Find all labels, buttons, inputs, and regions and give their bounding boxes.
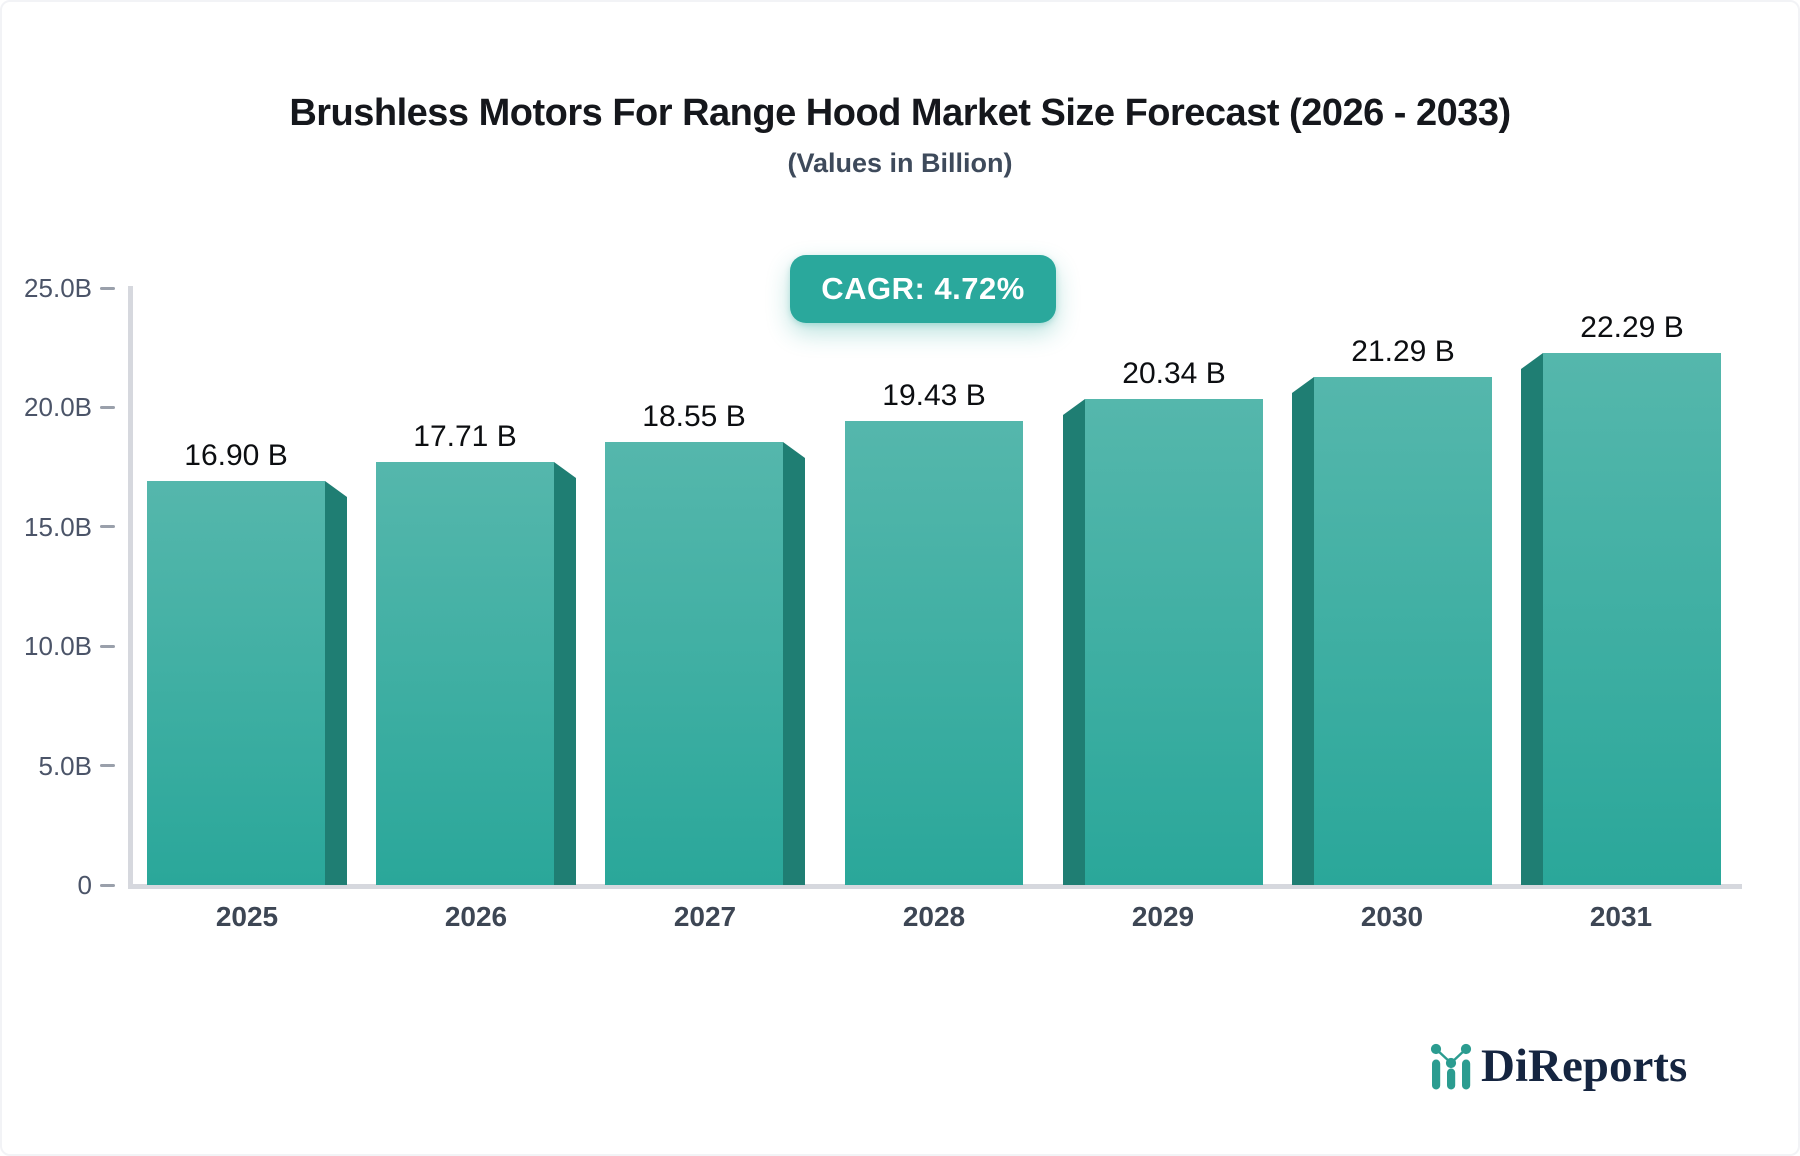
chart-title: Brushless Motors For Range Hood Market S… [289, 92, 1511, 134]
bar-value-label: 17.71 B [413, 420, 517, 453]
bar-value-label: 18.55 B [642, 400, 746, 433]
bar-2026 [376, 462, 576, 885]
bar-value-label: 22.29 B [1580, 311, 1684, 344]
bar-2028 [834, 421, 1034, 885]
chart-subtitle: (Values in Billion) [787, 148, 1013, 178]
y-axis-tick [100, 644, 115, 648]
y-axis-tick [100, 286, 115, 290]
bar-2029 [1063, 399, 1263, 885]
y-axis-tick [100, 525, 115, 529]
y-axis-label: 10.0B [24, 631, 92, 662]
cagr-badge-label: CAGR: 4.72% [821, 271, 1025, 306]
y-axis-line [128, 286, 133, 889]
bar-2025 [147, 481, 347, 885]
bar-2030 [1292, 377, 1492, 885]
bar-line-chart-icon [1430, 1043, 1472, 1090]
y-axis-label: 15.0B [24, 511, 92, 542]
y-axis-label: 0 [77, 870, 92, 900]
y-axis-tick [100, 883, 115, 887]
bar-value-label: 16.90 B [184, 439, 288, 472]
bar-value-label: 19.43 B [882, 379, 986, 412]
bar-value-label: 21.29 B [1351, 335, 1455, 368]
x-axis-label: 2031 [1589, 901, 1653, 932]
y-axis-label: 25.0B [24, 273, 92, 303]
y-axis-tick [100, 405, 115, 409]
x-axis-label: 2030 [1360, 901, 1424, 932]
cagr-badge: CAGR: 4.72% [790, 255, 1056, 323]
bar-value-label: 20.34 B [1122, 357, 1226, 390]
logo-text: DiReports [1481, 1039, 1688, 1092]
x-axis-label: 2029 [1131, 901, 1195, 932]
direports-logo: DiReports [1428, 1036, 1687, 1096]
y-axis-label: 20.0B [24, 392, 92, 423]
y-axis-tick [100, 764, 115, 768]
x-axis-label: 2025 [215, 901, 279, 932]
y-axis-label: 5.0B [38, 750, 93, 781]
bar-2031 [1521, 353, 1721, 885]
x-axis-label: 2027 [673, 901, 737, 932]
x-axis-label: 2028 [902, 901, 966, 932]
x-axis-label: 2026 [444, 901, 508, 932]
x-axis-line [128, 884, 1742, 889]
bar-2027 [605, 442, 805, 885]
